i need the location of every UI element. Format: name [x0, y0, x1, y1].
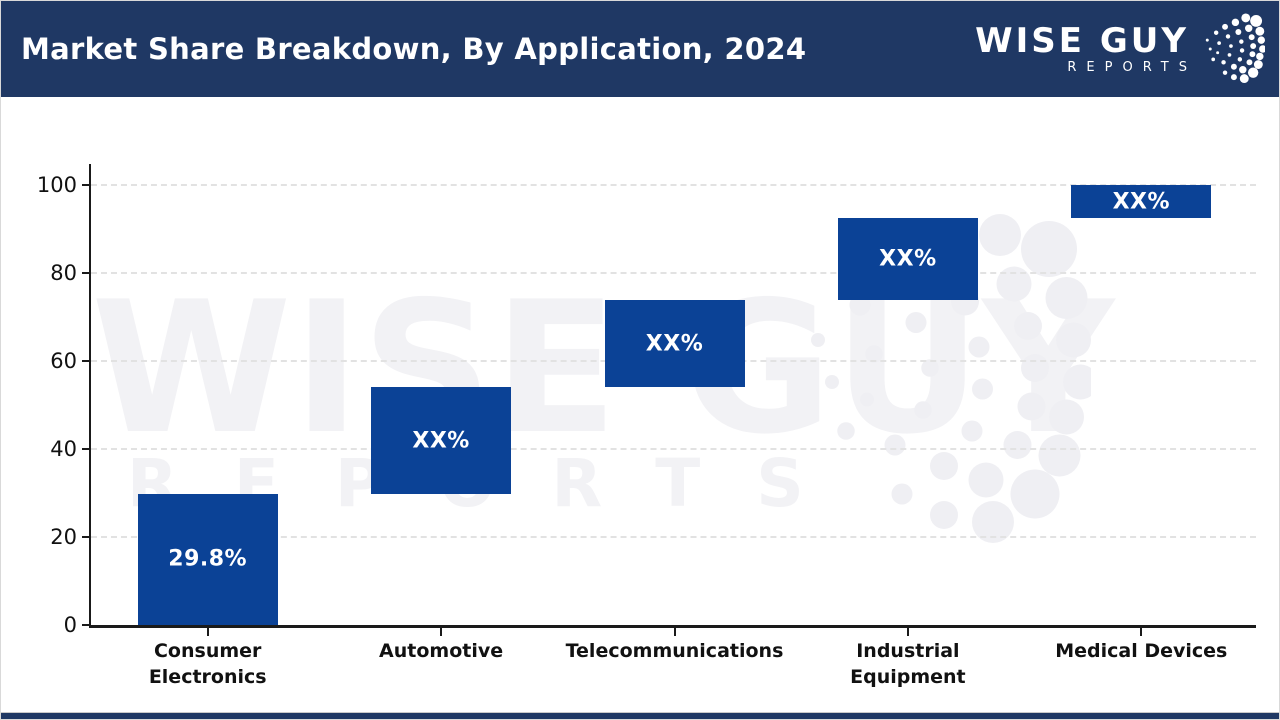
y-tick-mark-80 [82, 272, 91, 275]
x-tick-mark-industrial-equipment [906, 628, 909, 636]
y-tick-label-20: 20 [50, 525, 77, 550]
y-tick-mark-100 [82, 184, 91, 187]
plot-area: 0 20 40 60 80 100 29.8% Consumer Electronics XX%… [37, 164, 1256, 688]
bar-telecommunications: XX% [604, 300, 745, 388]
bar-value-label-industrial-equipment: XX% [879, 246, 937, 272]
bar-value-label-automotive: XX% [412, 428, 470, 453]
bar-consumer-electronics: 29.8% [137, 493, 278, 625]
y-tick-label-40: 40 [50, 437, 77, 462]
x-tick-mark-consumer-electronics [206, 628, 209, 636]
bar-medical-devices: XX% [1071, 185, 1212, 219]
bar-industrial-equipment: XX% [837, 218, 978, 300]
x-tick-mark-medical-devices [1140, 628, 1143, 636]
y-tick-label-60: 60 [50, 349, 77, 374]
category-label-consumer-electronics: Consumer Electronics [148, 640, 267, 688]
x-tick-mark-automotive [440, 628, 443, 636]
page-title: Market Share Breakdown, By Application, … [21, 32, 807, 66]
header: Market Share Breakdown, By Application, … [1, 1, 1279, 97]
bar-value-label-consumer-electronics: 29.8% [168, 546, 248, 572]
bar-automotive: XX% [371, 387, 512, 494]
category-label-medical-devices: Medical Devices [1055, 640, 1228, 662]
category-label-industrial-equipment: Industrial Equipment [850, 640, 966, 688]
bar-value-label-telecommunications: XX% [645, 331, 704, 357]
y-tick-label-80: 80 [50, 261, 77, 286]
y-tick-mark-60 [82, 360, 91, 363]
gridline-100 [91, 184, 1256, 187]
logo-text: WISE GUY REPORTS [975, 24, 1189, 74]
gridline-80 [91, 272, 1256, 275]
footer-bar [1, 712, 1279, 719]
bar-value-label-medical-devices: XX% [1112, 189, 1171, 215]
category-label-telecommunications: Telecommunications [565, 640, 784, 662]
y-tick-label-100: 100 [36, 173, 77, 198]
wise-guy-logo: WISE GUY REPORTS [975, 12, 1265, 86]
category-label-automotive: Automotive [379, 640, 504, 662]
y-tick-label-0: 0 [63, 613, 77, 637]
y-tick-mark-0 [82, 624, 91, 626]
gridline-20 [91, 536, 1256, 539]
logo-wordmark: WISE GUY [975, 21, 1189, 61]
chart-area: WISE GUY REPORTS 02040608010029.8%Consum… [1, 97, 1279, 714]
dotted-head-icon [1205, 13, 1265, 84]
y-tick-mark-20 [82, 536, 91, 539]
y-tick-mark-40 [82, 448, 91, 451]
gridline-40 [91, 448, 1256, 451]
x-tick-mark-telecommunications [673, 628, 676, 636]
logo-subtitle: REPORTS [1067, 60, 1197, 75]
